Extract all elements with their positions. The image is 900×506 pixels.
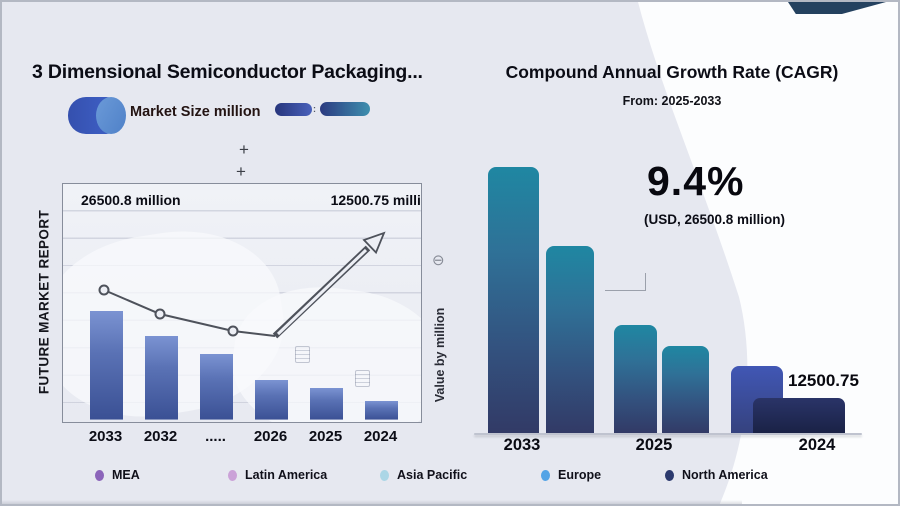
left-bar-2025 [310, 388, 343, 420]
annotation-right: 12500.75 million [330, 192, 421, 208]
right-chart-subtitle: From: 2025-2033 [622, 94, 722, 108]
legend-marker-icon [665, 469, 674, 481]
left-bar-2024 [365, 401, 398, 420]
annotation-left: 26500.8 million [81, 192, 181, 208]
left-chart-xlabels: 2033 2032..... 2026 2025 2024 [62, 428, 422, 448]
right-bar-2025-1 [614, 325, 657, 433]
cagr-value: 9.4% [647, 158, 745, 204]
gradient-pill-icon-right [320, 102, 370, 116]
left-bar-..... [200, 354, 233, 420]
legend-label: Asia Pacific [397, 468, 468, 482]
gradient-pill-icon-left [275, 103, 312, 116]
left-chart-bars [63, 184, 421, 422]
page-watermark-icon [355, 370, 370, 387]
trend-arrow [98, 231, 386, 339]
left-chart-panel: 26500.8 million 12500.75 million [62, 183, 422, 423]
legend-marker-icon [380, 469, 389, 481]
arrow-head [362, 231, 386, 255]
legend-item-north-america: North America [665, 468, 768, 482]
plus-mark-icon: + [239, 140, 249, 159]
legend-marker-icon [541, 469, 550, 481]
legend-label: Latin America [245, 468, 328, 482]
left-xlabel-2025: 2025 [308, 428, 343, 445]
page-watermark-icon [295, 346, 310, 363]
legend-marker-icon [228, 469, 237, 481]
right-bar-2024-2 [753, 398, 845, 433]
legend-item-mea: MEA [95, 468, 140, 482]
side-watermark: FUTURE MARKET REPORT [36, 209, 52, 395]
legend-item-latin-america: Latin America [228, 468, 327, 482]
legend-label: Europe [558, 468, 602, 482]
right-xlabel-2024: 2024 [798, 436, 836, 454]
legend-item-asia-pacific: Asia Pacific [380, 468, 467, 482]
left-xlabel-2026: 2026 [253, 428, 288, 445]
right-chart: 2033 2025 2024 [472, 152, 872, 458]
right-bar-2033-2 [546, 246, 594, 433]
left-bar-2032 [145, 336, 178, 420]
cagr-detail: (USD, 26500.8 million) [644, 212, 786, 227]
left-bar-2033 [90, 311, 123, 420]
trend-markers [98, 284, 239, 337]
database-cylinder-icon [68, 97, 126, 134]
legend-label: MEA [112, 468, 140, 482]
left-xlabel-.....: ..... [205, 428, 226, 445]
right-chart-baseline [474, 433, 862, 435]
left-xlabel-2033: 2033 [88, 428, 123, 445]
right-bar-2025-2 [662, 346, 709, 433]
pill-separator: : [313, 104, 316, 114]
bottom-shade [2, 500, 742, 504]
legend-label: North America [682, 468, 768, 482]
trend-line [103, 289, 276, 337]
right-xlabel-2025: 2025 [635, 436, 673, 454]
value-axis-label: Value by million [433, 307, 447, 403]
circle-minus-icon: ⊖ [432, 252, 445, 269]
legend-item-europe: Europe [541, 468, 601, 482]
market-size-label: Market Size million [130, 104, 261, 120]
plus-mark-icon: + [236, 162, 246, 181]
right-chart-title: Compound Annual Growth Rate (CAGR) [505, 62, 839, 82]
right-bar-2033-1 [488, 167, 539, 433]
end-value-label: 12500.75 [788, 371, 859, 390]
legend-marker-icon [95, 469, 104, 481]
left-bar-2026 [255, 380, 288, 420]
legend: MEA Latin America Asia Pacific Europe North … [2, 468, 898, 488]
left-chart-title: 3 Dimensional Semiconductor Packaging... [32, 61, 423, 83]
arrow-shaft-fill [276, 248, 368, 336]
right-xlabel-2033: 2033 [503, 436, 541, 454]
bracket-decoration [605, 273, 646, 291]
left-xlabel-2024: 2024 [363, 428, 398, 445]
left-xlabel-2032: 2032 [143, 428, 178, 445]
